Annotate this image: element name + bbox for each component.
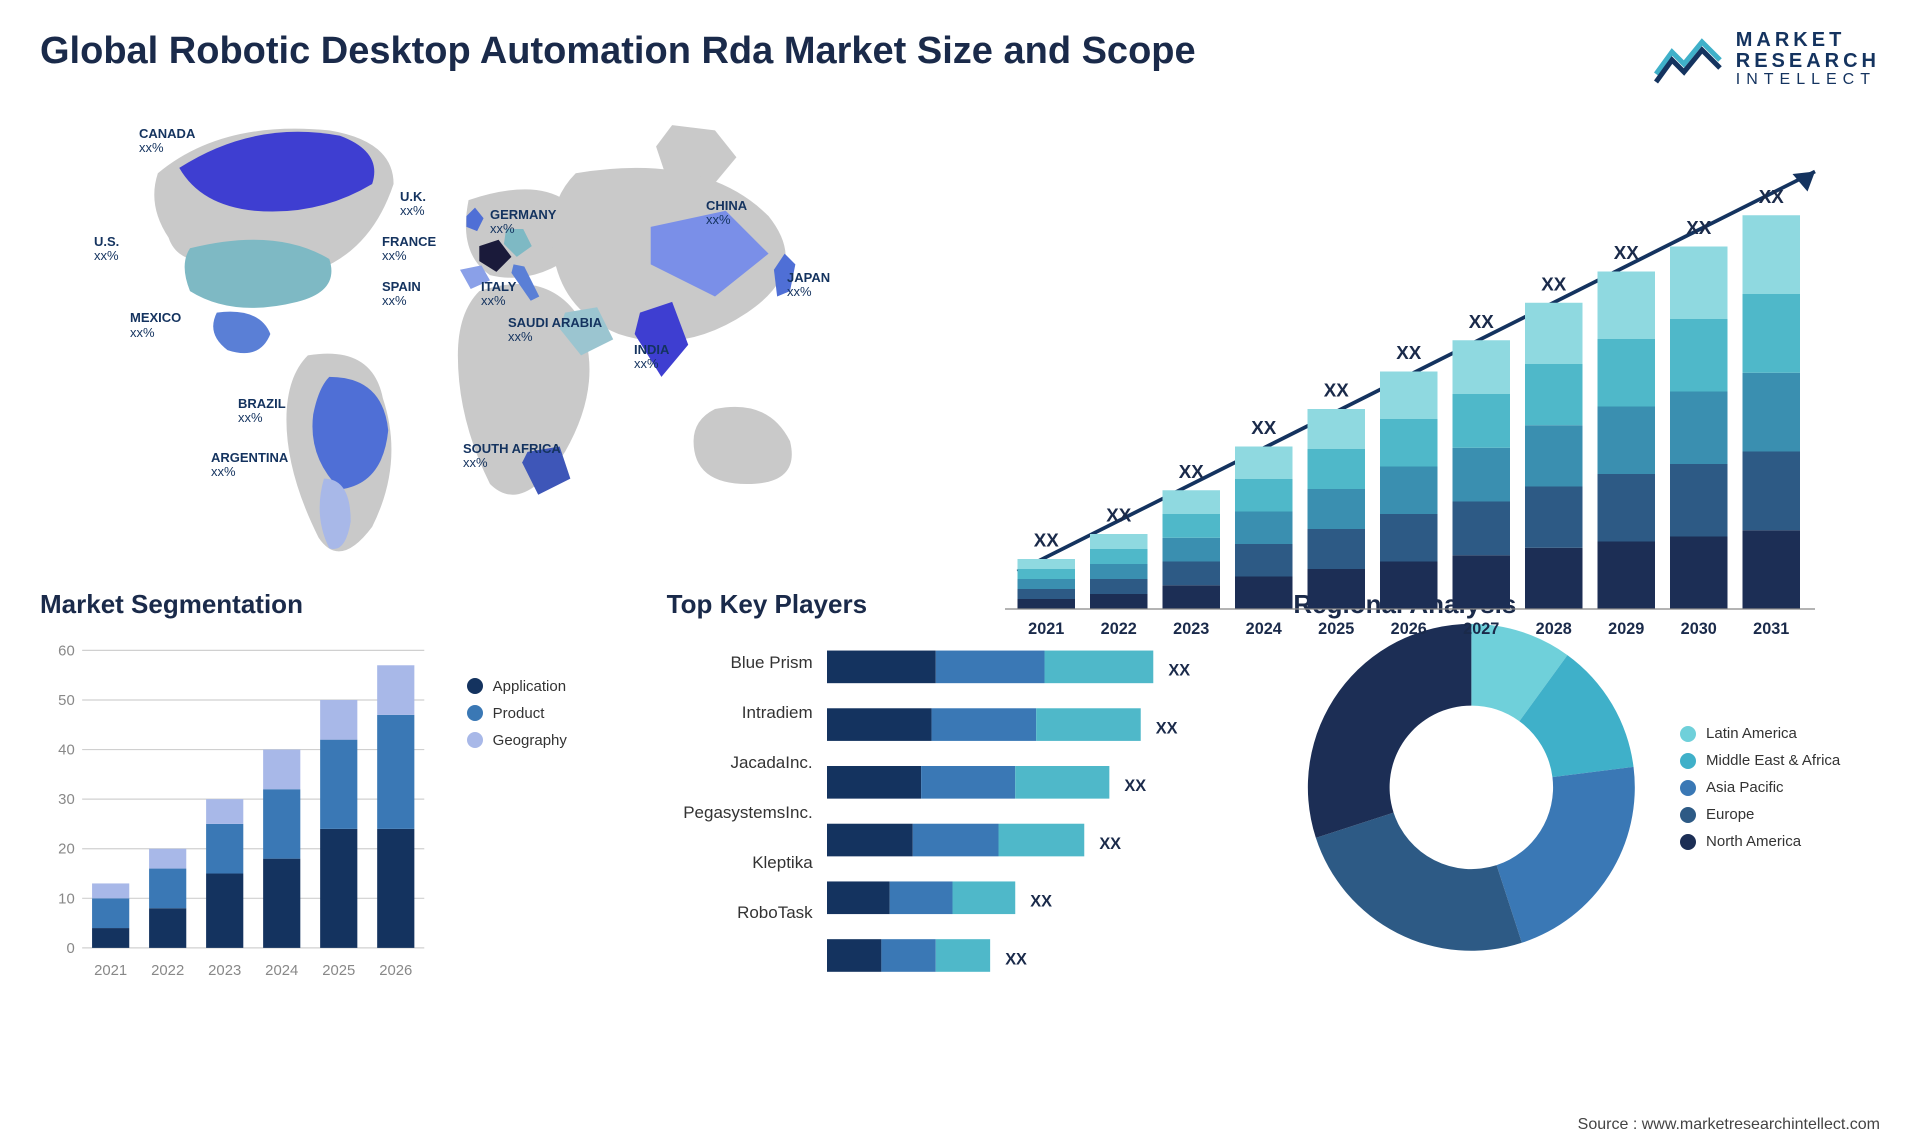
svg-text:XX: XX [1759,186,1785,207]
svg-text:2027: 2027 [1463,620,1499,638]
svg-text:2030: 2030 [1681,620,1717,638]
map-label: BRAZILxx% [238,397,286,426]
svg-text:2021: 2021 [94,963,127,979]
svg-text:2022: 2022 [1101,620,1137,638]
legend-item: Europe [1680,806,1880,823]
svg-text:2025: 2025 [1318,620,1354,638]
svg-text:30: 30 [58,792,75,808]
player-label: Kleptika [667,844,813,882]
svg-text:2031: 2031 [1753,620,1789,638]
world-map-panel: CANADAxx% U.S.xx% MEXICOxx% BRAZILxx% ARGENT… [40,109,940,559]
logo-icon [1654,34,1724,84]
svg-text:2025: 2025 [322,963,355,979]
map-label: GERMANYxx% [490,208,556,237]
svg-text:40: 40 [58,742,75,758]
svg-text:XX: XX [1168,661,1190,679]
svg-text:2023: 2023 [208,963,241,979]
legend-item: Asia Pacific [1680,779,1880,796]
svg-text:XX: XX [1324,379,1350,400]
player-label: RoboTask [667,894,813,932]
svg-text:20: 20 [58,841,75,857]
svg-text:XX: XX [1005,950,1027,968]
svg-text:XX: XX [1099,835,1121,853]
logo-text: MARKET RESEARCH INTELLECT [1736,30,1880,89]
svg-text:XX: XX [1106,504,1132,525]
logo-line3: INTELLECT [1736,72,1880,89]
map-label: U.K.xx% [400,190,426,219]
svg-text:XX: XX [1396,342,1422,363]
player-label: Blue Prism [667,644,813,682]
legend-item: North America [1680,833,1880,850]
map-label: ITALYxx% [481,280,516,309]
legend-item: Product [467,705,627,722]
map-label: INDIAxx% [634,343,669,372]
svg-text:2024: 2024 [265,963,298,979]
svg-text:XX: XX [1469,311,1495,332]
map-label: U.S.xx% [94,235,119,264]
svg-text:2026: 2026 [1391,620,1427,638]
map-label: ARGENTINAxx% [211,451,288,480]
players-chart: XX XX XX XX XX XX [827,638,1254,989]
svg-text:2024: 2024 [1246,620,1282,638]
map-label: SOUTH AFRICAxx% [463,442,561,471]
source-text: Source : www.marketresearchintellect.com [1578,1116,1880,1134]
segmentation-panel: Market Segmentation 01020304050602021202… [40,589,627,949]
svg-text:XX: XX [1614,242,1640,263]
page-title: Global Robotic Desktop Automation Rda Ma… [40,30,1196,73]
svg-text:XX: XX [1686,217,1712,238]
svg-text:2026: 2026 [379,963,412,979]
segmentation-title: Market Segmentation [40,589,627,620]
legend-item: Application [467,678,627,695]
svg-text:2022: 2022 [151,963,184,979]
main-bar-chart: XX2021XX2022XX2023XX2024XX2025XX2026XX20… [980,109,1880,559]
map-label: CANADAxx% [139,127,195,156]
players-panel: Top Key Players Blue PrismIntradiemJacad… [667,589,1254,949]
svg-text:XX: XX [1541,273,1567,294]
regional-legend: Latin America Middle East & Africa Asia Pa… [1680,725,1880,850]
legend-item: Geography [467,732,627,749]
header: Global Robotic Desktop Automation Rda Ma… [40,30,1880,89]
map-label: MEXICOxx% [130,311,181,340]
donut-chart [1293,609,1650,966]
svg-text:60: 60 [58,643,75,659]
logo-line1: MARKET [1736,30,1880,51]
svg-text:2029: 2029 [1608,620,1644,638]
map-label: SAUDI ARABIAxx% [508,316,602,345]
segmentation-legend: Application Product Geography [467,638,627,938]
svg-text:XX: XX [1155,719,1177,737]
legend-item: Latin America [1680,725,1880,742]
map-label: CHINAxx% [706,199,747,228]
top-row: CANADAxx% U.S.xx% MEXICOxx% BRAZILxx% ARGENT… [40,109,1880,559]
map-label: FRANCExx% [382,235,436,264]
main-bar-svg: XX 2021 XX 2022 XX 2023 XX 2024 XX 2025 XX 2026 XX 20… [980,109,1880,647]
map-label: SPAINxx% [382,280,421,309]
svg-text:XX: XX [1030,892,1052,910]
player-label: Intradiem [667,694,813,732]
svg-text:XX: XX [1179,461,1205,482]
map-label: JAPANxx% [787,271,830,300]
svg-text:XX: XX [1124,777,1146,795]
player-label: JacadaInc. [667,744,813,782]
segmentation-chart: 0 10 20 30 40 50 60 2021 2022 2023 2024 2025 2026 [40,638,437,985]
brand-logo: MARKET RESEARCH INTELLECT [1654,30,1880,89]
svg-text:2028: 2028 [1536,620,1572,638]
svg-text:2023: 2023 [1173,620,1209,638]
svg-text:0: 0 [66,941,74,957]
svg-text:XX: XX [1034,529,1060,550]
player-labels: Blue Prism Intradiem JacadaInc. Pegasystems… [667,638,827,938]
svg-text:50: 50 [58,693,75,709]
svg-text:XX: XX [1251,417,1277,438]
svg-text:10: 10 [58,891,75,907]
player-label: PegasystemsInc. [667,794,813,832]
svg-text:2021: 2021 [1028,620,1064,638]
logo-line2: RESEARCH [1736,51,1880,72]
legend-item: Middle East & Africa [1680,752,1880,769]
